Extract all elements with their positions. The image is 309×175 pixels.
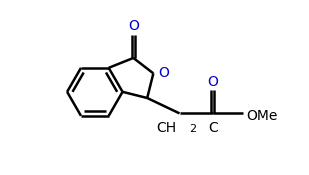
Text: 2: 2 [189, 124, 196, 134]
Text: CH: CH [156, 121, 176, 135]
Text: O: O [128, 19, 139, 33]
Text: OMe: OMe [247, 110, 278, 124]
Text: O: O [159, 66, 170, 80]
Text: C: C [208, 121, 218, 135]
Text: O: O [207, 75, 218, 89]
